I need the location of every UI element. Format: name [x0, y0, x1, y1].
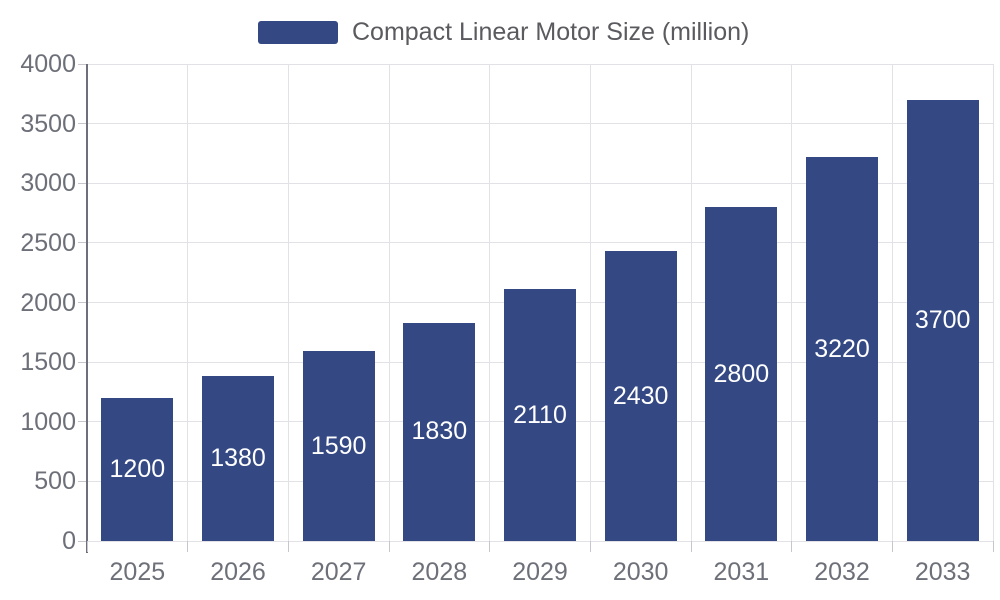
bar-2032[interactable]: 3220: [806, 157, 878, 541]
x-axis-tick-label: 2032: [814, 558, 870, 586]
gridline-vertical: [589, 64, 591, 541]
y-axis-tick: [78, 480, 86, 482]
bar-2028[interactable]: 1830: [403, 322, 476, 541]
gridline-horizontal: [87, 63, 993, 65]
bar-2031[interactable]: 2800: [705, 207, 778, 541]
y-axis-tick-label: 2500: [20, 228, 76, 257]
bar-2029[interactable]: 2110: [504, 289, 576, 541]
legend-label: Compact Linear Motor Size (million): [352, 18, 750, 46]
legend[interactable]: Compact Linear Motor Size (million): [258, 19, 749, 46]
y-axis-tick-label: 2000: [20, 288, 76, 317]
bar-value-label: 1380: [210, 444, 266, 473]
legend-marker: [258, 21, 338, 44]
y-axis-tick-label: 3500: [20, 109, 76, 138]
x-axis-tick-label: 2031: [713, 558, 770, 586]
gridline-horizontal: [87, 242, 993, 244]
x-axis-tick: [388, 541, 390, 552]
y-axis-tick-label: 3000: [20, 169, 76, 198]
bar-value-label: 1590: [310, 431, 367, 460]
bar-value-label: 1200: [109, 454, 166, 483]
x-axis-tick: [992, 541, 994, 552]
gridline-vertical: [791, 64, 793, 541]
x-axis-tick: [86, 541, 88, 552]
x-axis-tick: [489, 541, 491, 552]
x-axis-tick-label: 2033: [914, 558, 971, 586]
x-axis-tick: [791, 541, 793, 552]
x-axis-tick-label: 2030: [612, 558, 669, 586]
gridline-vertical: [388, 64, 390, 541]
bar-value-label: 3700: [914, 305, 971, 334]
bar-2025[interactable]: 1200: [101, 397, 174, 541]
y-axis-line: [86, 64, 88, 553]
y-axis-tick: [78, 421, 86, 423]
bar-value-label: 2430: [612, 381, 669, 410]
gridline-horizontal: [87, 123, 993, 125]
bar-value-label: 2110: [513, 400, 567, 429]
y-axis-tick-label: 0: [62, 527, 76, 555]
bar-2030[interactable]: 2430: [604, 251, 677, 541]
x-axis-tick-label: 2026: [210, 558, 266, 586]
x-axis-tick: [690, 541, 692, 552]
x-axis-tick: [287, 541, 289, 552]
y-axis-tick: [78, 242, 86, 244]
x-axis-tick: [891, 541, 893, 552]
gridline-vertical: [489, 64, 491, 541]
plot-area: 1200 1380 1590 1830 2110 2430 2800 3220 3700: [87, 63, 994, 542]
y-axis-tick: [78, 63, 86, 65]
y-axis-tick-label: 1500: [20, 348, 76, 377]
gridline-vertical: [287, 64, 289, 541]
gridline-vertical: [891, 64, 893, 541]
y-axis-tick: [78, 302, 86, 303]
gridline-vertical: [187, 64, 189, 541]
x-axis-tick: [589, 541, 591, 552]
bar-2026[interactable]: 1380: [202, 376, 274, 541]
y-axis-tick-label: 1000: [20, 407, 76, 436]
x-axis-tick-label: 2027: [310, 558, 367, 586]
y-axis-tick: [78, 123, 86, 125]
gridline-horizontal: [87, 540, 993, 542]
y-axis-tick-label: 500: [34, 467, 76, 496]
gridline-vertical: [690, 64, 692, 541]
gridline-vertical: [992, 64, 994, 541]
bar-value-label: 3220: [814, 334, 870, 363]
bar-2033[interactable]: 3700: [906, 99, 979, 541]
y-axis-tick-label: 4000: [20, 50, 76, 78]
bar-value-label: 1830: [411, 417, 468, 446]
y-axis-tick: [78, 361, 86, 363]
y-axis-tick: [78, 540, 86, 542]
x-axis-tick-label: 2028: [411, 558, 468, 586]
bar-2027[interactable]: 1590: [302, 351, 375, 541]
x-axis-tick-label: 2029: [512, 558, 568, 586]
y-axis-tick: [78, 182, 86, 184]
x-axis-tick-label: 2025: [109, 558, 166, 586]
bar-value-label: 2800: [713, 359, 770, 388]
x-axis-tick: [187, 541, 189, 552]
gridline-horizontal: [87, 182, 993, 184]
